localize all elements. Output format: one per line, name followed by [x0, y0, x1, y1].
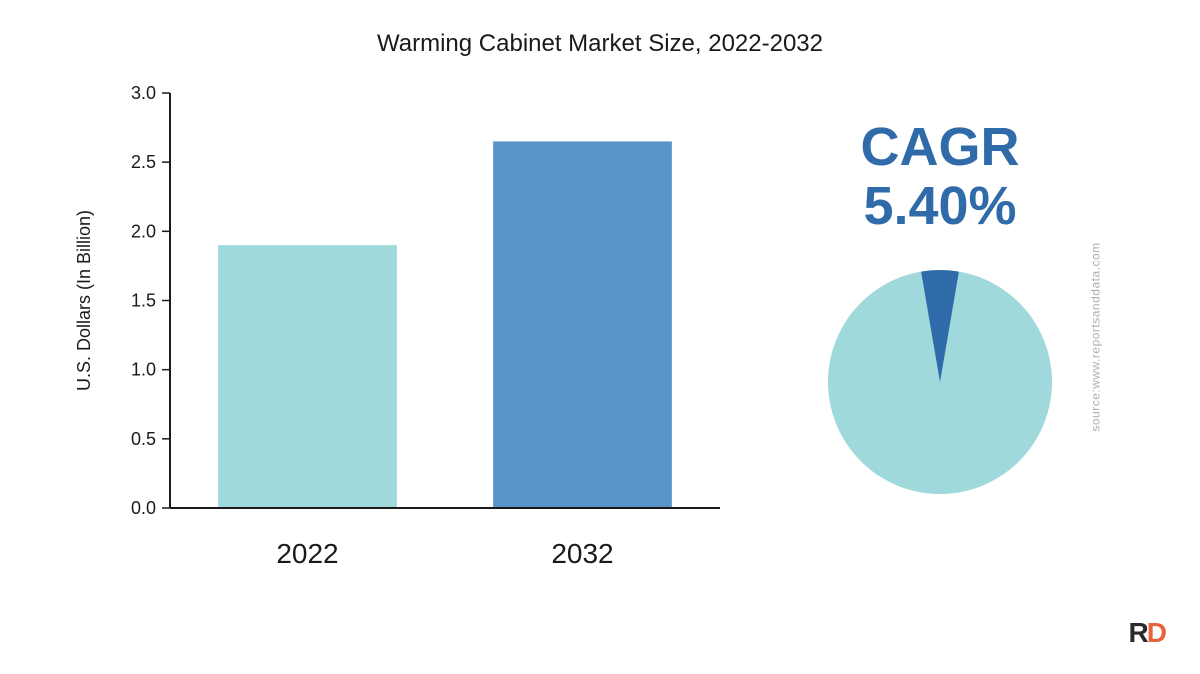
- svg-text:2032: 2032: [551, 538, 613, 569]
- bar-chart-svg: 0.0 0.5 1.0 1.5 2.0 2.5 3.0 2022 2032 U.S. Dollar…: [40, 78, 740, 608]
- svg-text:2.5: 2.5: [131, 152, 156, 172]
- cagr-label: CAGR: [861, 118, 1020, 177]
- cagr-value: 5.40%: [863, 177, 1016, 236]
- svg-text:0.5: 0.5: [131, 429, 156, 449]
- svg-text:1.5: 1.5: [131, 291, 156, 311]
- pie-chart-svg: [825, 267, 1055, 497]
- main-area: 0.0 0.5 1.0 1.5 2.0 2.5 3.0 2022 2032 U.S. Dollar…: [0, 78, 1200, 608]
- svg-text:3.0: 3.0: [131, 83, 156, 103]
- bar-2032: [493, 141, 672, 508]
- chart-title: Warming Cabinet Market Size, 2022-2032: [0, 0, 1200, 78]
- rd-logo: RD: [1129, 617, 1165, 649]
- y-axis-label: U.S. Dollars (In Billion): [74, 210, 94, 391]
- bar-2022: [218, 245, 397, 508]
- logo-r: R: [1129, 617, 1147, 648]
- svg-text:1.0: 1.0: [131, 360, 156, 380]
- bar-chart-panel: 0.0 0.5 1.0 1.5 2.0 2.5 3.0 2022 2032 U.S. Dollar…: [40, 78, 740, 608]
- source-attribution: source:www.reportsanddata.com: [1088, 242, 1102, 431]
- svg-text:2022: 2022: [276, 538, 338, 569]
- logo-d: D: [1147, 617, 1165, 648]
- svg-text:2.0: 2.0: [131, 221, 156, 241]
- cagr-panel: CAGR 5.40%: [740, 78, 1140, 608]
- pie-chart-wrap: [825, 267, 1055, 497]
- svg-text:0.0: 0.0: [131, 498, 156, 518]
